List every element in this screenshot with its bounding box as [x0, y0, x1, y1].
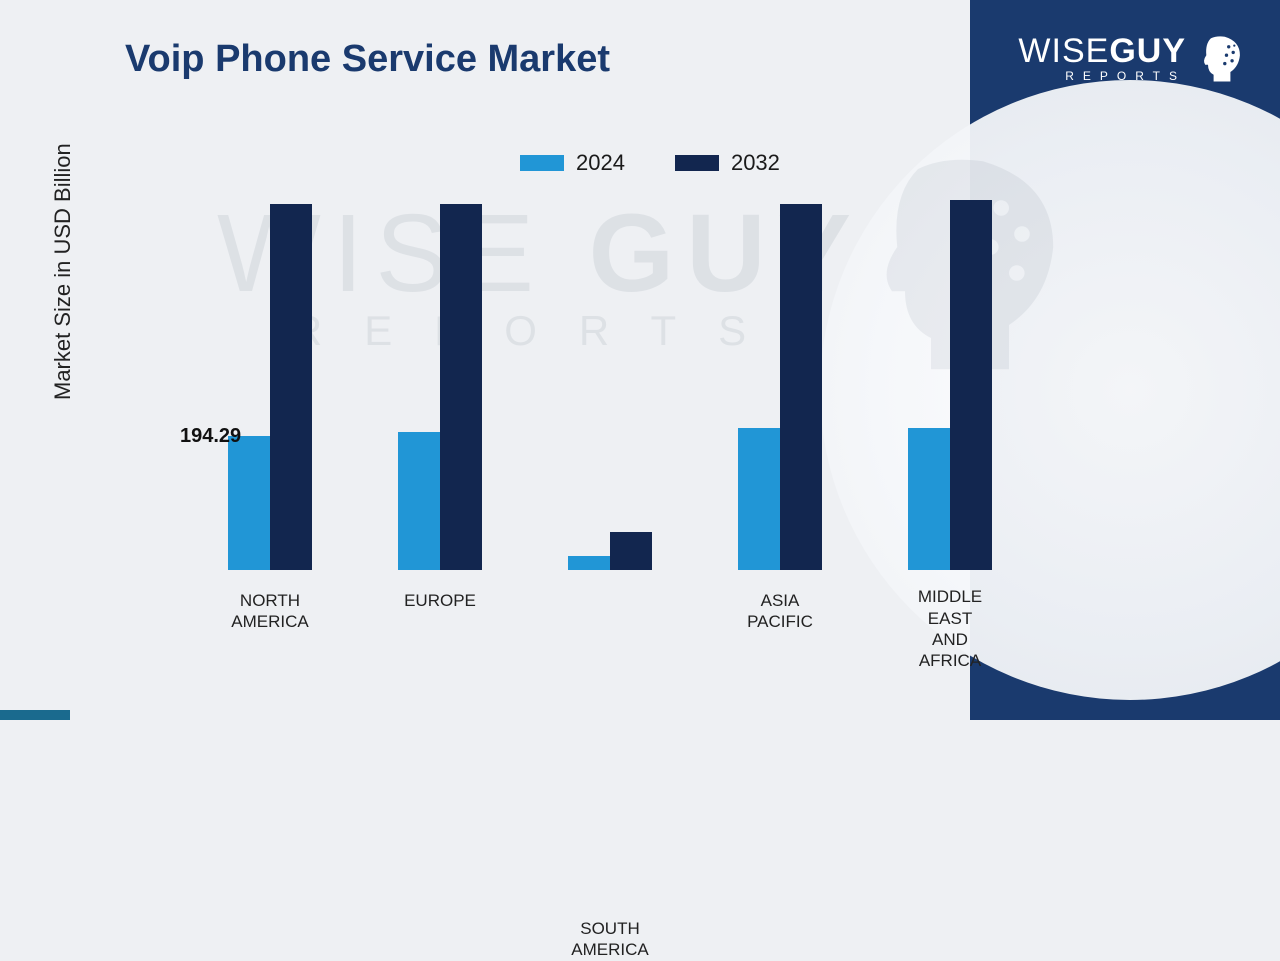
bar-group: NORTH AMERICA: [205, 204, 335, 570]
brand-line2: REPORTS: [1018, 70, 1186, 82]
bar-group: ASIA PACIFIC: [715, 204, 845, 570]
legend-item-2032: 2032: [675, 150, 780, 176]
bar: [950, 200, 992, 570]
legend: 2024 2032: [520, 150, 780, 176]
legend-swatch-2032: [675, 155, 719, 171]
bar: [270, 204, 312, 570]
plot-area: NORTH AMERICA EUROPE SOUTH AMERICA ASIA PAC…: [120, 190, 990, 570]
brand-guy: GUY: [1109, 32, 1186, 70]
category-label: MIDDLE EAST AND AFRICA: [885, 586, 1015, 671]
chart-area: Market Size in USD Billion 2024 2032 NOR…: [60, 150, 980, 680]
bar: [738, 428, 780, 570]
bar: [398, 432, 440, 570]
bar: [568, 556, 610, 570]
category-label: ASIA PACIFIC: [715, 590, 845, 633]
chart-title: Voip Phone Service Market: [125, 38, 610, 81]
bar-group: EUROPE: [375, 204, 505, 570]
bar: [610, 532, 652, 570]
legend-label-2032: 2032: [731, 150, 780, 176]
brand-logo: WISEGUY REPORTS: [1018, 30, 1250, 86]
bar: [440, 204, 482, 570]
bar: [908, 428, 950, 570]
bar-group: SOUTH AMERICA: [545, 532, 675, 570]
value-label: 194.29: [180, 425, 241, 448]
head-icon: [1194, 30, 1250, 86]
bar: [780, 204, 822, 570]
brand-text: WISEGUY REPORTS: [1018, 34, 1186, 82]
category-label: NORTH AMERICA: [205, 590, 335, 633]
page: WISEGUY REPORTS Voip Phone Service Marke…: [0, 0, 1280, 720]
legend-swatch-2024: [520, 155, 564, 171]
bar: [228, 436, 270, 570]
y-axis-label: Market Size in USD Billion: [50, 143, 76, 400]
legend-item-2024: 2024: [520, 150, 625, 176]
legend-label-2024: 2024: [576, 150, 625, 176]
bar-group: MIDDLE EAST AND AFRICA: [885, 200, 1015, 570]
brand-line1: WISEGUY: [1018, 34, 1186, 68]
category-label: SOUTH AMERICA: [545, 918, 675, 961]
bottom-accent: [0, 710, 70, 720]
brand-wise: WISE: [1018, 32, 1109, 70]
category-label: EUROPE: [375, 590, 505, 611]
